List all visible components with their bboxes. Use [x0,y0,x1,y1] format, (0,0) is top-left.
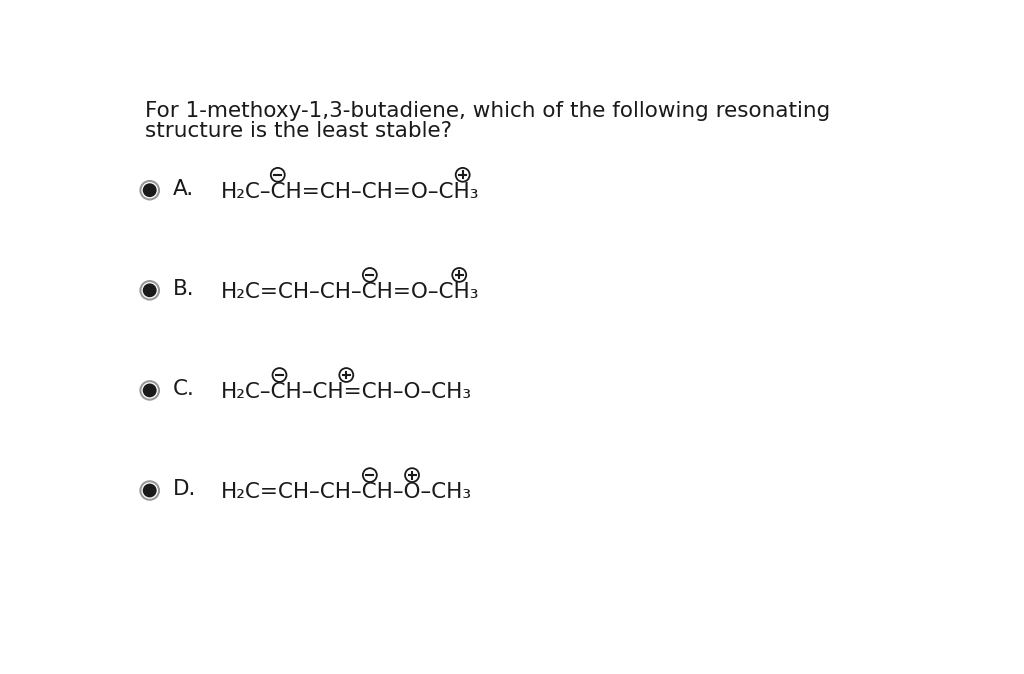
Text: A.: A. [173,179,195,199]
Text: For 1-methoxy-1,3-butadiene, which of the following resonating: For 1-methoxy-1,3-butadiene, which of th… [145,101,830,121]
Circle shape [140,281,159,299]
Text: H₂C=CH–CH–CH=O–CH₃: H₂C=CH–CH–CH=O–CH₃ [221,282,479,302]
Circle shape [140,381,159,400]
Circle shape [142,384,157,398]
Text: structure is the least stable?: structure is the least stable? [145,121,452,141]
Text: H₂C=CH–CH–CH–O–CH₃: H₂C=CH–CH–CH–O–CH₃ [221,482,472,502]
Circle shape [142,183,157,197]
Text: D.: D. [173,479,197,499]
Text: H₂C–CH–CH=CH–O–CH₃: H₂C–CH–CH=CH–O–CH₃ [221,382,472,402]
Circle shape [140,481,159,499]
Text: C.: C. [173,379,195,399]
Circle shape [140,181,159,200]
Text: B.: B. [173,279,195,299]
Circle shape [142,283,157,297]
Text: H₂C–CH=CH–CH=O–CH₃: H₂C–CH=CH–CH=O–CH₃ [221,182,479,202]
Circle shape [142,483,157,497]
